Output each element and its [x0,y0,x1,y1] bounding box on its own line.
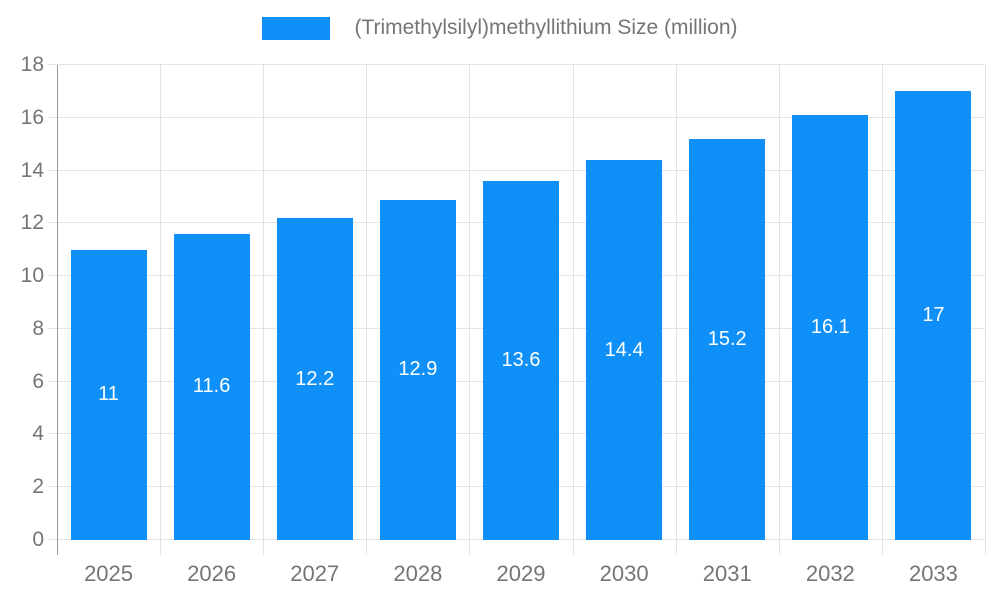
y-axis-line [57,65,58,555]
plot-area: 0 2 4 6 8 10 12 14 16 18 11 2025 11.6 2026 12.2 2027 12.… [21,53,986,586]
x-tick-label-2028: 2028 [393,561,443,586]
x-tick-label-2025: 2025 [84,561,134,586]
gridline-v-5 [572,65,574,555]
gridline-v-7 [778,65,780,555]
bar-2029: 13.6 [483,181,559,540]
y-tick-label-4: 4 [32,422,44,446]
gridline-h-14 [48,169,985,171]
gridline-v-8 [881,65,883,555]
x-tick-label-2032: 2032 [805,561,855,586]
y-tick-label-2: 2 [32,475,44,499]
bar-2031: 15.2 [689,138,766,540]
gridline-v-4 [469,65,471,555]
x-tick-label-2026: 2026 [187,561,237,586]
y-tick-label-0: 0 [32,528,44,551]
bar-2028: 12.9 [379,199,456,540]
bar-2027: 12.2 [276,218,353,540]
gridline-v-3 [366,65,368,555]
bar-value-label-2029: 13.6 [501,349,541,372]
bar-value-label-2025: 11 [98,383,119,406]
x-tick-label-2029: 2029 [496,561,546,586]
gridline-v-6 [675,65,677,555]
legend-label: (Trimethylsilyl)methyllithium Size (mill… [354,16,738,39]
y-tick-label-14: 14 [20,158,44,182]
x-tick-label-2030: 2030 [599,561,649,586]
gridline-h-16 [48,116,985,118]
gridline-v-2 [263,65,265,555]
gridline-v-9 [985,65,986,555]
bar-value-label-2031: 15.2 [707,327,747,350]
bar-value-label-2027: 12.2 [295,367,335,390]
x-tick-label-2031: 2031 [702,561,752,586]
bar-2032: 16.1 [792,115,869,540]
legend: (Trimethylsilyl)methyllithium Size (mill… [0,16,1000,40]
y-tick-label-6: 6 [32,369,44,393]
bar-value-label-2032: 16.1 [810,316,850,339]
y-tick-label-18: 18 [20,53,44,76]
bar-value-label-2033: 17 [922,304,945,327]
bar-2026: 11.6 [173,233,250,540]
gridline-h-18 [48,64,985,65]
bar-value-label-2028: 12.9 [398,358,438,381]
legend-swatch [262,16,331,40]
y-tick-label-10: 10 [20,264,44,288]
bar-2025: 11 [70,249,147,540]
y-tick-label-16: 16 [20,105,44,129]
bar-2033: 17 [895,91,972,540]
gridline-v-1 [160,65,162,555]
x-tick-label-2033: 2033 [908,561,958,586]
x-tick-label-2027: 2027 [290,561,340,586]
y-tick-label-12: 12 [20,211,44,235]
bar-value-label-2026: 11.6 [192,375,231,398]
y-tick-label-8: 8 [32,316,44,340]
bar-value-label-2030: 14.4 [604,338,644,361]
bar-2030: 14.4 [586,160,663,540]
